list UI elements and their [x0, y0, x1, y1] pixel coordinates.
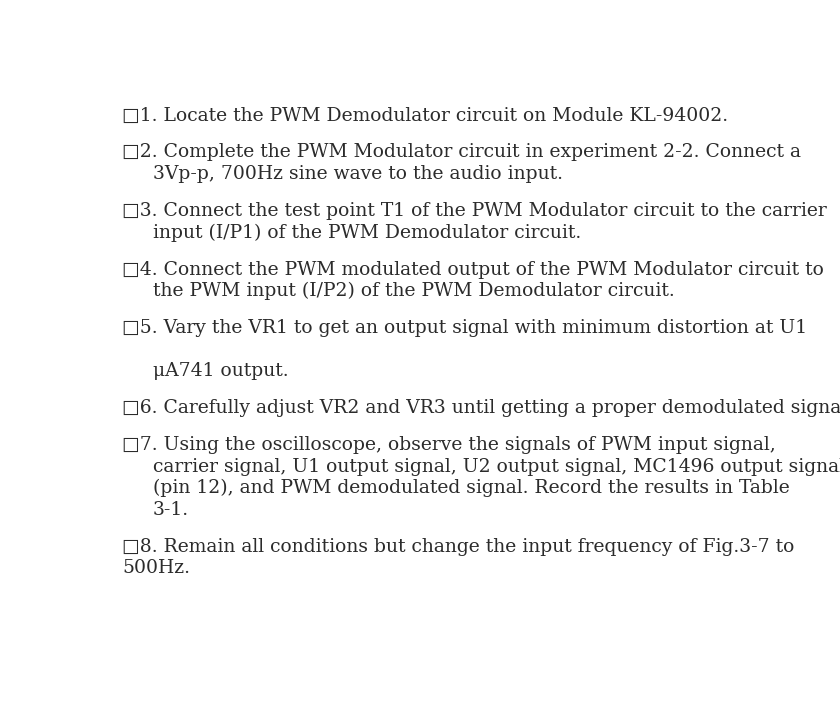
Text: the PWM input (I/P2) of the PWM Demodulator circuit.: the PWM input (I/P2) of the PWM Demodula…	[153, 282, 675, 300]
Text: □1. Locate the PWM Demodulator circuit on Module KL-94002.: □1. Locate the PWM Demodulator circuit o…	[122, 106, 728, 125]
Text: □7. Using the oscilloscope, observe the signals of PWM input signal,: □7. Using the oscilloscope, observe the …	[122, 436, 776, 454]
Text: (pin 12), and PWM demodulated signal. Record the results in Table: (pin 12), and PWM demodulated signal. Re…	[153, 479, 790, 498]
Text: input (I/P1) of the PWM Demodulator circuit.: input (I/P1) of the PWM Demodulator circ…	[153, 224, 581, 242]
Text: □3. Connect the test point T1 of the PWM Modulator circuit to the carrier: □3. Connect the test point T1 of the PWM…	[122, 202, 827, 220]
Text: μA741 output.: μA741 output.	[153, 362, 289, 380]
Text: □2. Complete the PWM Modulator circuit in experiment 2-2. Connect a: □2. Complete the PWM Modulator circuit i…	[122, 144, 801, 161]
Text: 3-1.: 3-1.	[153, 501, 189, 519]
Text: □6. Carefully adjust VR2 and VR3 until getting a proper demodulated signal.: □6. Carefully adjust VR2 and VR3 until g…	[122, 399, 840, 417]
Text: carrier signal, U1 output signal, U2 output signal, MC1496 output signal: carrier signal, U1 output signal, U2 out…	[153, 457, 840, 476]
Text: □4. Connect the PWM modulated output of the PWM Modulator circuit to: □4. Connect the PWM modulated output of …	[122, 261, 824, 278]
Text: 500Hz.: 500Hz.	[122, 559, 190, 577]
Text: □8. Remain all conditions but change the input frequency of Fig.3-7 to: □8. Remain all conditions but change the…	[122, 537, 795, 556]
Text: □5. Vary the VR1 to get an output signal with minimum distortion at U1: □5. Vary the VR1 to get an output signal…	[122, 319, 807, 337]
Text: 3Vp-p, 700Hz sine wave to the audio input.: 3Vp-p, 700Hz sine wave to the audio inpu…	[153, 165, 563, 183]
